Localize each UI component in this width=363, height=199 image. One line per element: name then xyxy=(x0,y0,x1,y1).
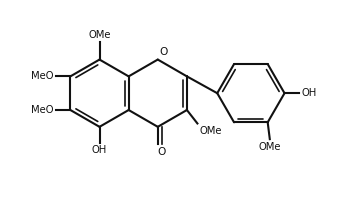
Text: OH: OH xyxy=(92,145,107,155)
Text: O: O xyxy=(160,47,168,58)
Text: O: O xyxy=(157,147,165,157)
Text: MeO: MeO xyxy=(31,105,54,115)
Text: MeO: MeO xyxy=(31,71,54,81)
Text: OMe: OMe xyxy=(258,142,281,152)
Text: OH: OH xyxy=(301,88,317,98)
Text: OMe: OMe xyxy=(200,126,222,136)
Text: OMe: OMe xyxy=(88,30,111,40)
